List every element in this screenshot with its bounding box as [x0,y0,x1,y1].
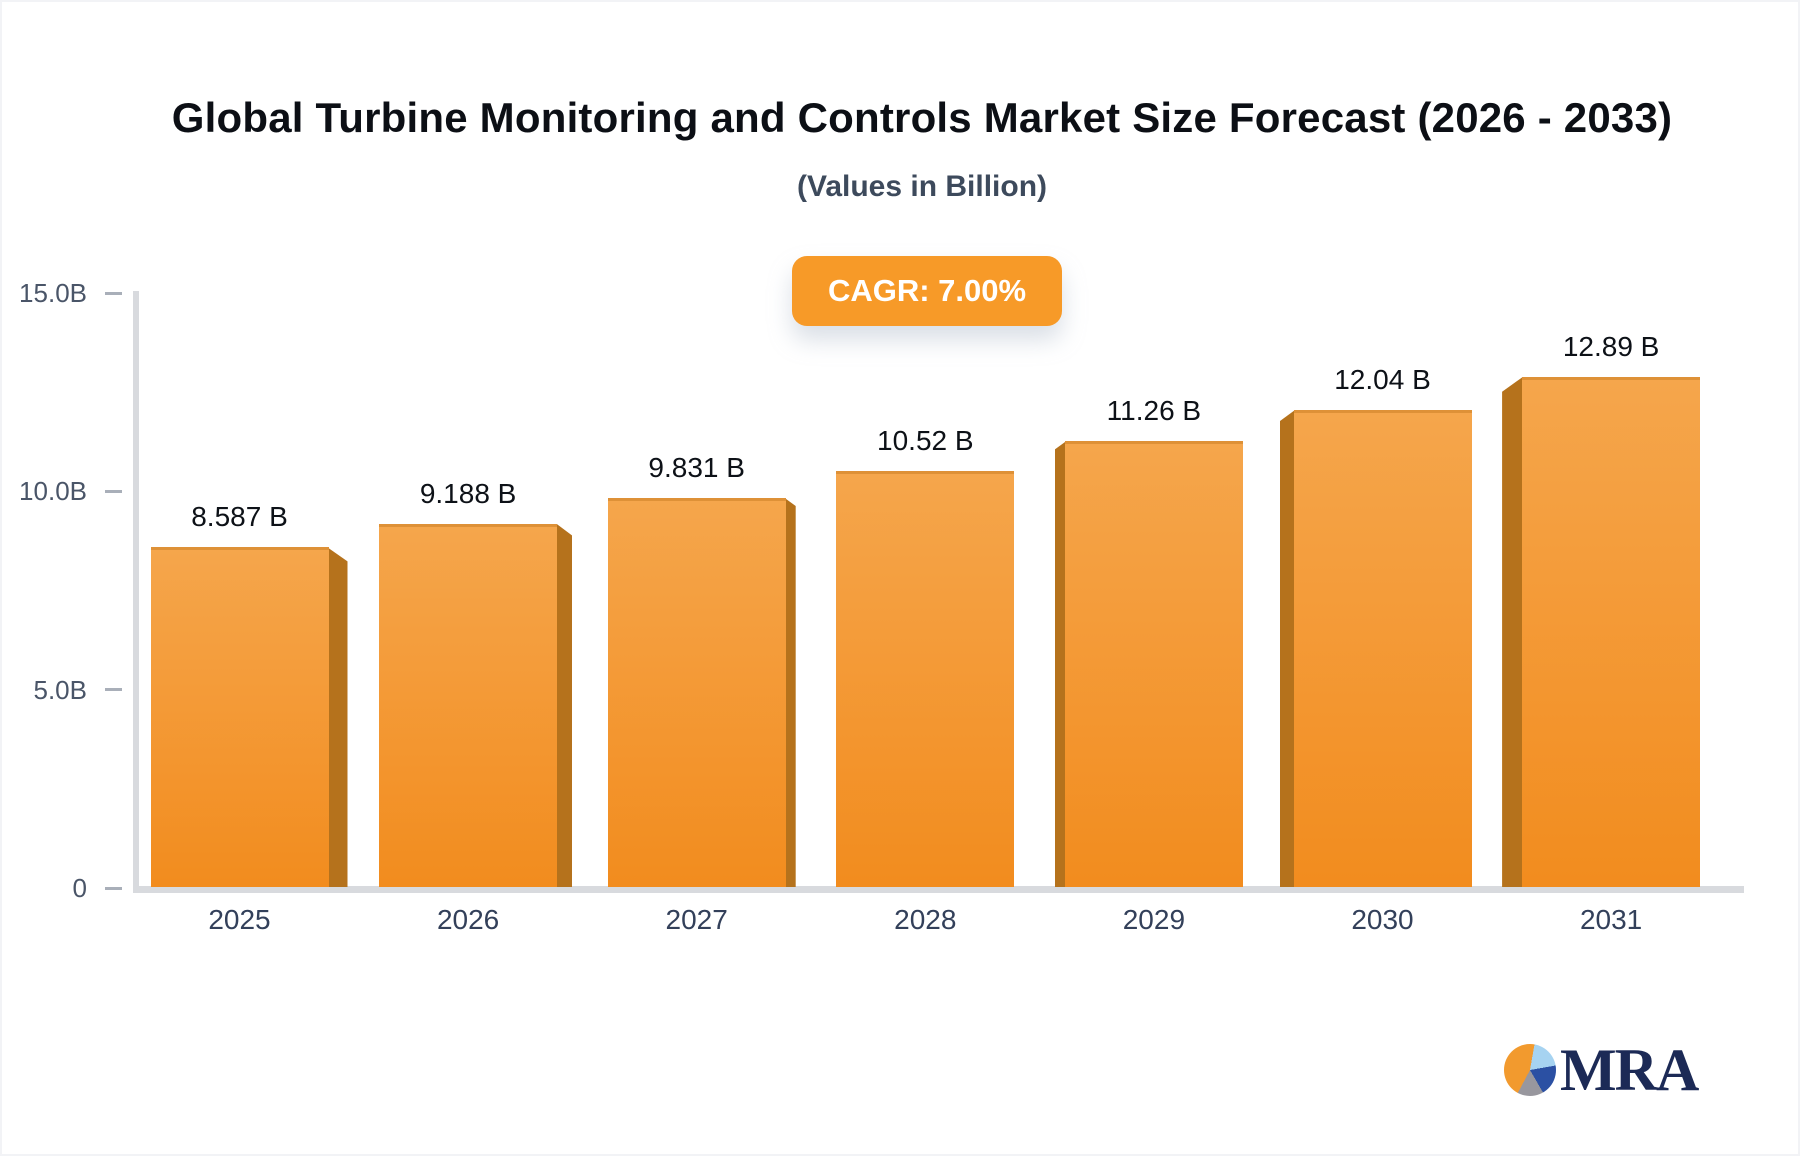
x-axis-line [133,886,1744,893]
bar [1522,376,1701,887]
y-axis-tick-mark [105,291,122,295]
y-axis-tick-mark [105,886,122,890]
x-axis-label: 2028 [894,904,957,935]
cagr-badge-label: CAGR: 7.00% [827,273,1027,308]
y-axis-tick-label: 15.0B [19,278,87,308]
bar [150,547,329,887]
y-axis-tick-label: 5.0B [33,674,88,705]
y-axis-tick-label: 0 [72,873,87,903]
y-axis-line [133,291,139,891]
bar-side-shadow [784,498,796,887]
y-axis-tick-label: 10.0B [19,476,87,507]
chart-subtitle: (Values in Billion) [796,170,1048,203]
x-axis-label: 2027 [665,904,728,935]
x-axis-label: 2029 [1122,904,1186,935]
brand-logo: MRA [1504,1037,1699,1103]
bar-value-label: 12.89 B [1562,330,1660,362]
bar [379,523,558,887]
bar-side-shadow [327,547,348,887]
x-axis-label: 2031 [1579,904,1643,935]
bar-side-shadow [1054,441,1066,887]
bar-value-label: 10.52 B [877,424,974,456]
y-axis-tick-mark [105,489,122,493]
y-axis-tick-mark [105,688,122,692]
bar [1293,410,1472,887]
bar-value-label: 9.188 B [419,477,517,509]
x-axis-label: 2025 [208,904,271,935]
bar-side-shadow [1502,376,1524,887]
bar-value-label: 12.04 B [1334,364,1431,396]
bar-side-shadow [1279,410,1295,887]
bar-side-shadow [556,523,573,887]
pie-chart-logo-icon [1504,1044,1556,1096]
bar-value-label: 11.26 B [1106,395,1202,427]
bar-value-label: 8.587 B [191,501,288,533]
bar-value-label: 9.831 B [648,452,745,484]
bar [1064,441,1243,887]
bar [836,470,1015,887]
page-title: Global Turbine Monitoring and Controls M… [171,94,1673,141]
x-axis-label: 2026 [436,904,500,935]
cagr-badge: CAGR: 7.00% [792,256,1062,326]
x-axis-label: 2030 [1351,904,1414,935]
brand-name: MRA [1560,1037,1699,1103]
bar [607,498,786,887]
